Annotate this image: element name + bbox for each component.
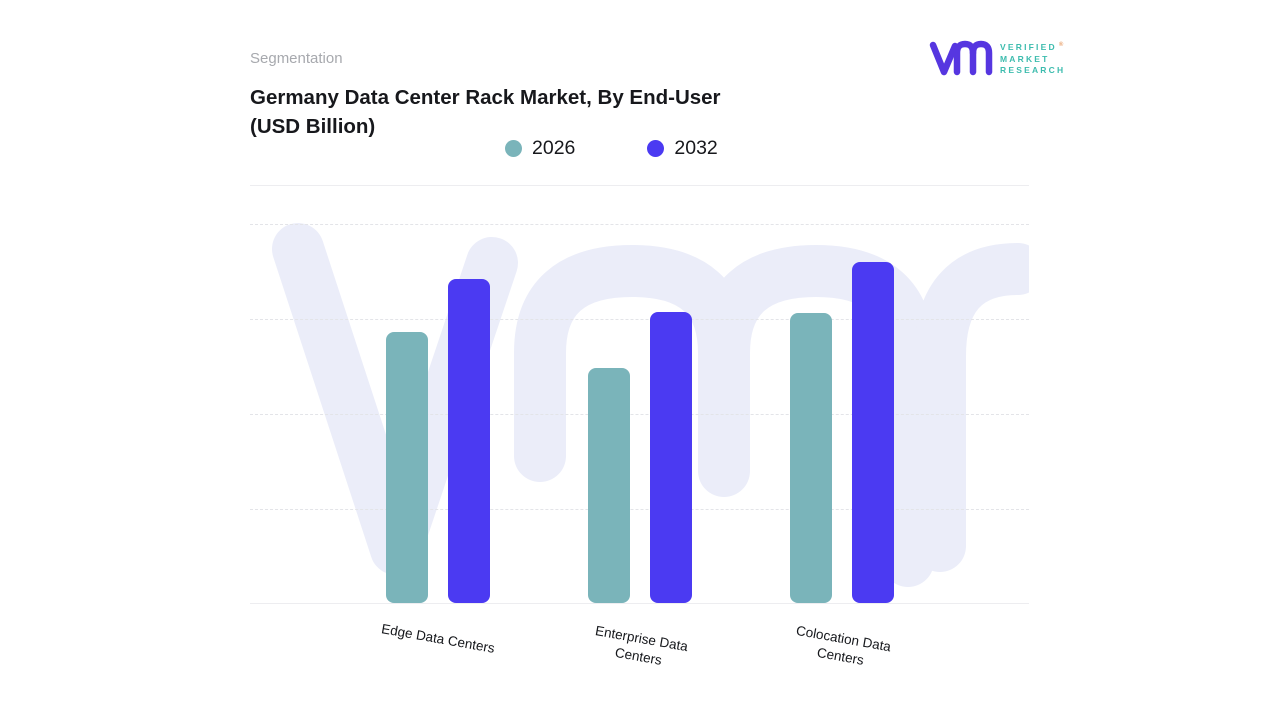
plot-area xyxy=(250,185,1029,604)
legend-dot-icon xyxy=(505,140,522,157)
registered-trademark-icon: ® xyxy=(1058,42,1066,49)
legend-dot-icon xyxy=(647,140,665,157)
vmr-monogram-icon xyxy=(929,40,993,76)
gridline xyxy=(250,414,1029,415)
vmr-logo[interactable]: VERIFIED ® MARKET RESEARCH xyxy=(928,36,1065,80)
bar-2026-enterprise-data-centers[interactable] xyxy=(588,368,630,603)
gridline xyxy=(250,509,1029,510)
chart-legend: 2026 2032 xyxy=(505,137,718,160)
bar-2026-edge-data-centers[interactable] xyxy=(386,332,428,603)
legend-item-2032[interactable]: 2032 xyxy=(647,137,718,160)
x-axis-labels: Edge Data Centers Enterprise Data Centers… xyxy=(250,621,1029,692)
x-axis-label-enterprise-data-centers: Enterprise Data Centers xyxy=(594,623,690,668)
chart-title-line1: Germany Data Center Rack Market, By End-… xyxy=(250,86,721,109)
chart-title-line2: (USD Billion) xyxy=(250,115,376,138)
bar-2026-colocation-data-centers[interactable] xyxy=(790,313,832,603)
vmr-watermark-icon xyxy=(272,223,1029,587)
eyebrow-label: Segmentation xyxy=(250,50,343,67)
x-axis-label-edge-data-centers: Edge Data Centers xyxy=(380,621,496,656)
legend-item-2026[interactable]: 2026 xyxy=(505,137,575,160)
vmr-wordmark: VERIFIED ® MARKET RESEARCH xyxy=(1000,40,1065,75)
chart-title: Germany Data Center Rack Market, By End-… xyxy=(250,83,850,141)
bar-2032-colocation-data-centers[interactable] xyxy=(851,262,894,603)
gridline xyxy=(250,224,1029,225)
legend-label: 2032 xyxy=(674,137,718,159)
gridline xyxy=(250,319,1029,320)
logo-line1: VERIFIED xyxy=(1000,42,1057,53)
legend-label: 2026 xyxy=(532,137,576,159)
bar-2032-edge-data-centers[interactable] xyxy=(447,279,490,603)
logo-line3: RESEARCH xyxy=(1000,65,1066,76)
x-axis-label-colocation-data-centers: Colocation Data Centers xyxy=(794,622,893,668)
bar-2032-enterprise-data-centers[interactable] xyxy=(649,312,692,603)
logo-line2: MARKET xyxy=(1000,53,1050,64)
